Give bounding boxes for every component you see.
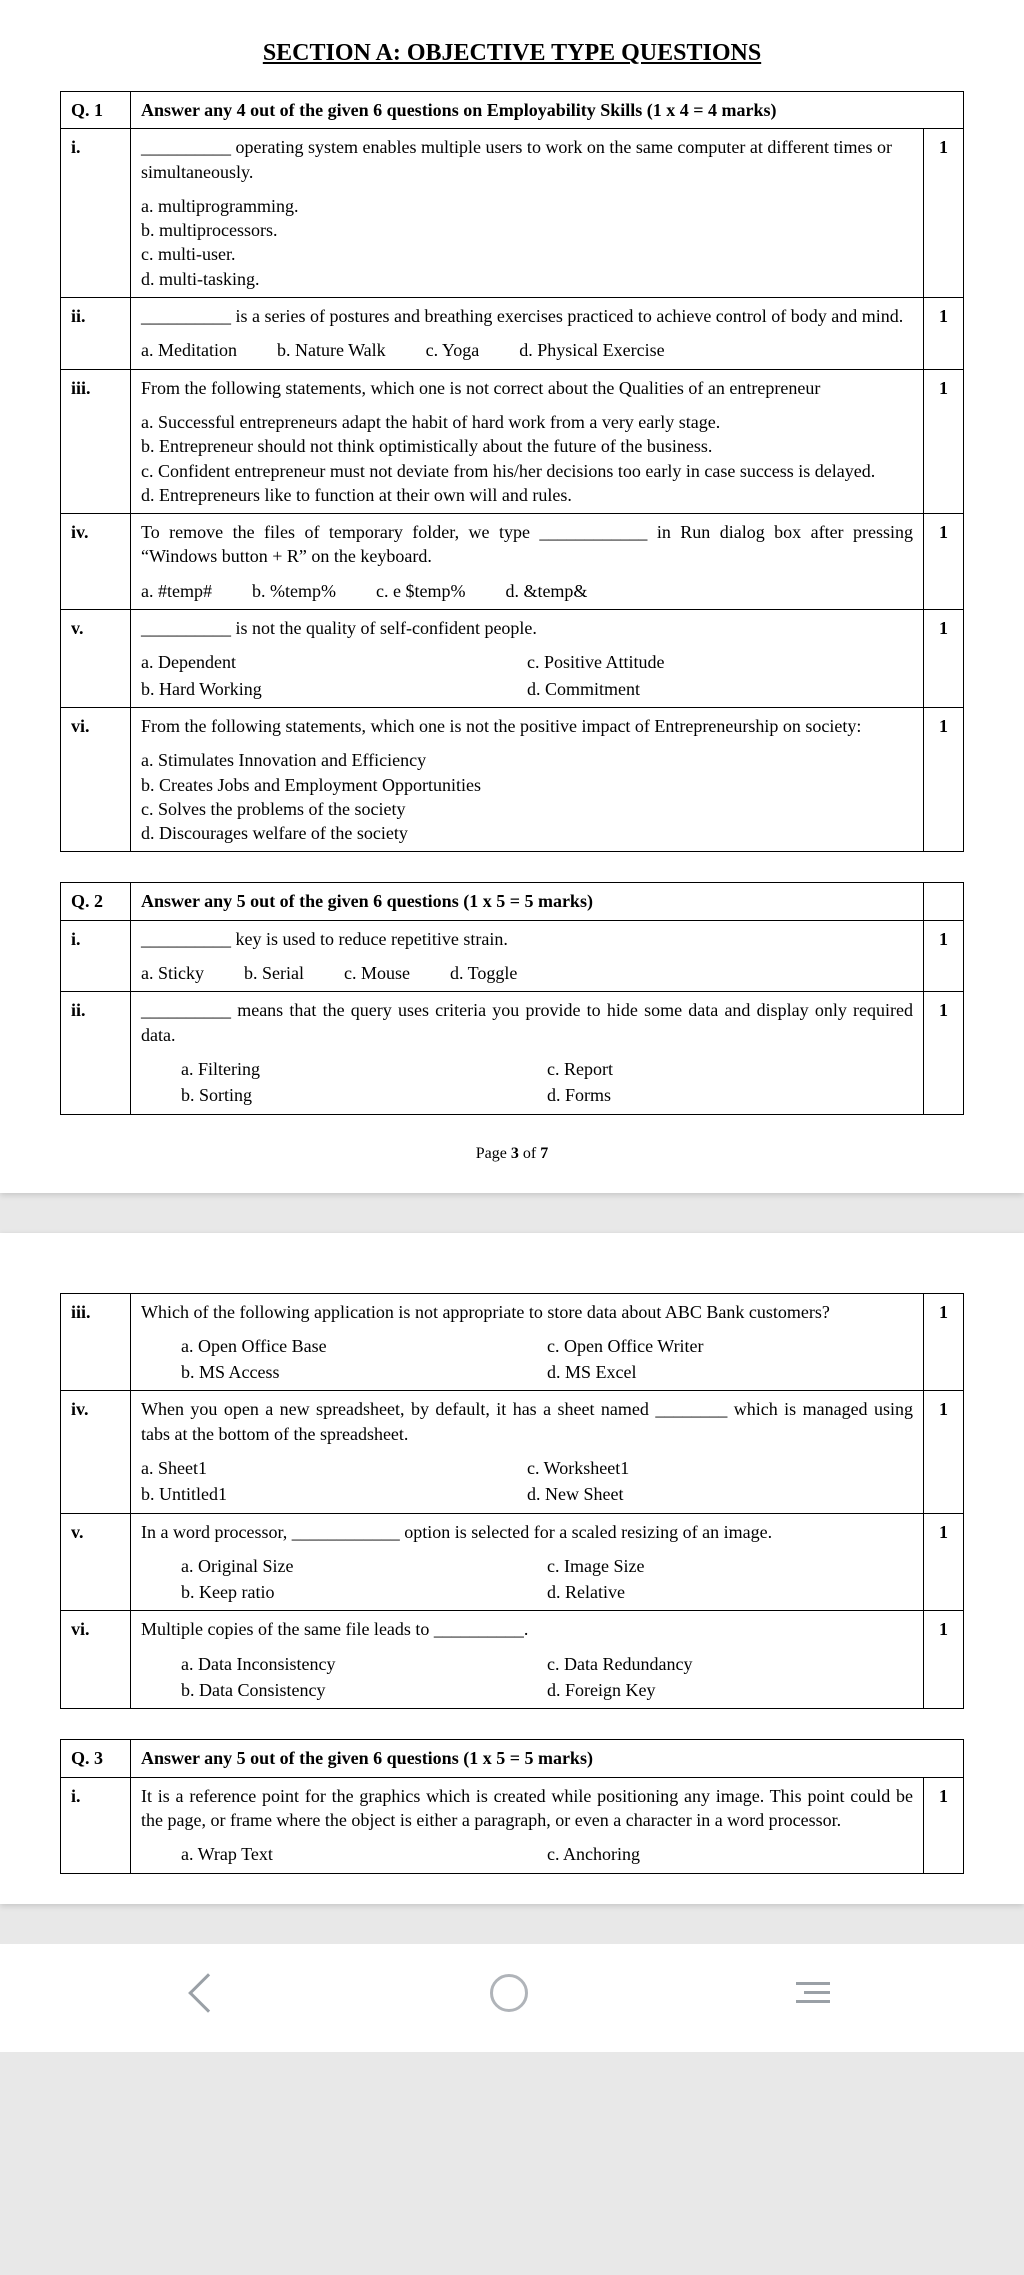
q2-header: Answer any 5 out of the given 6 question… [131, 883, 924, 920]
page-footer: Page 3 of 7 [60, 1145, 964, 1163]
home-icon[interactable] [490, 1974, 528, 2012]
q2-ii: ii. __________ means that the query uses… [61, 992, 964, 1114]
q2-v: v. In a word processor, ____________ opt… [61, 1513, 964, 1611]
q3-header: Answer any 5 out of the given 6 question… [131, 1740, 964, 1777]
q1-table: Q. 1 Answer any 4 out of the given 6 que… [60, 91, 964, 852]
q1-header: Answer any 4 out of the given 6 question… [131, 92, 964, 129]
q2-table-p1: Q. 2 Answer any 5 out of the given 6 que… [60, 882, 964, 1114]
q1-iv: iv. To remove the files of temporary fol… [61, 514, 964, 610]
page-1: SECTION A: OBJECTIVE TYPE QUESTIONS Q. 1… [0, 0, 1024, 1193]
q3-label: Q. 3 [61, 1740, 131, 1777]
q1-label: Q. 1 [61, 92, 131, 129]
q1-vi: vi. From the following statements, which… [61, 707, 964, 851]
q2-i: i. __________ key is used to reduce repe… [61, 920, 964, 992]
q1-ii: ii. __________ is a series of postures a… [61, 298, 964, 370]
back-icon[interactable] [194, 1979, 222, 2007]
recent-icon[interactable] [796, 1982, 830, 2003]
q1-v: v. __________ is not the quality of self… [61, 610, 964, 708]
page-2: iii. Which of the following application … [0, 1233, 1024, 1904]
q2-table-p2: iii. Which of the following application … [60, 1293, 964, 1710]
nav-bar [0, 1944, 1024, 2052]
section-title: SECTION A: OBJECTIVE TYPE QUESTIONS [60, 40, 964, 67]
q3-table: Q. 3 Answer any 5 out of the given 6 que… [60, 1739, 964, 1873]
q1-iii: iii. From the following statements, whic… [61, 369, 964, 513]
q2-iv: iv. When you open a new spreadsheet, by … [61, 1391, 964, 1513]
q2-vi: vi. Multiple copies of the same file lea… [61, 1611, 964, 1709]
q2-iii: iii. Which of the following application … [61, 1293, 964, 1391]
q2-label: Q. 2 [61, 883, 131, 920]
q3-i: i. It is a reference point for the graph… [61, 1777, 964, 1873]
q1-i: i. __________ operating system enables m… [61, 129, 964, 298]
